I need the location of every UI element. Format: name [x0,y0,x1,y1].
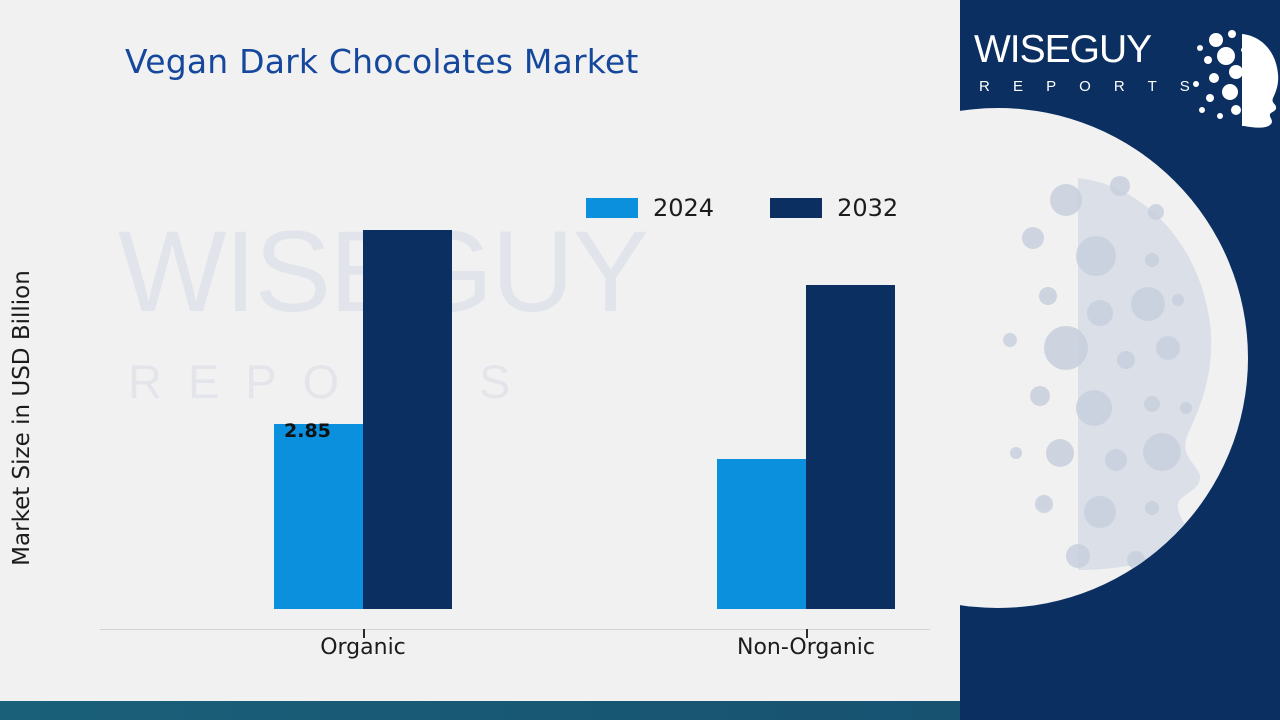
y-axis-label: Market Size in USD Billion [9,270,35,566]
brand-panel: WISEGUY R E P O R T S [960,0,1280,720]
legend-swatch-2024 [586,198,638,218]
bar-organic-2024 [274,424,363,609]
x-axis-category-label: Organic [320,635,406,660]
legend-swatch-2032 [770,198,823,218]
chart-legend: 2024 2032 [586,194,898,222]
bar-non-organic-2024 [717,458,806,609]
bottom-accent-bar [0,701,960,720]
x-axis-line [100,629,930,630]
logo-head-icon [1193,30,1279,128]
legend-label-2032: 2032 [837,194,899,222]
plot-area: Market Size in USD Billion 2024 2032 2.8… [9,194,930,660]
chart-title: Vegan Dark Chocolates Market [125,42,639,81]
bar-value-label: 2.85 [284,420,331,443]
x-axis-tick [806,629,808,638]
legend-item-2024[interactable]: 2024 [586,194,714,222]
dot-pattern-decoration [1003,176,1212,570]
x-axis-category-label: Non-Organic [737,635,875,660]
bar-non-organic-2032 [806,285,895,609]
legend-label-2024: 2024 [653,194,715,222]
legend-item-2032[interactable]: 2032 [770,194,898,222]
brand-logo: WISEGUY R E P O R T S [974,28,1279,128]
logo-subtext: R E P O R T S [979,78,1200,95]
logo-wordmark: WISEGUY [974,28,1152,71]
x-axis-tick [363,629,365,638]
bar-organic-2032 [363,230,452,609]
